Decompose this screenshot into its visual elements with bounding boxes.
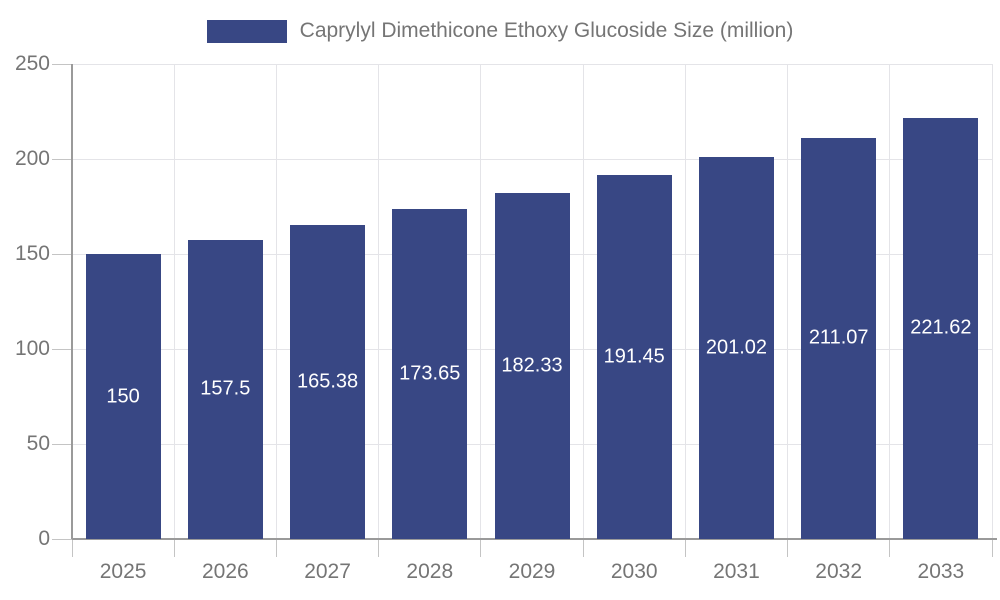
y-tick-label: 200 xyxy=(14,147,50,170)
chart-legend-item[interactable]: Caprylyl Dimethicone Ethoxy Glucoside Si… xyxy=(0,14,1000,48)
x-axis-tick xyxy=(480,539,482,557)
bar-2033 xyxy=(903,117,979,539)
x-tick-label: 2026 xyxy=(201,560,249,583)
legend-label: Caprylyl Dimethicone Ethoxy Glucoside Si… xyxy=(299,19,794,42)
x-axis-tick xyxy=(582,539,584,557)
legend-swatch xyxy=(206,19,287,43)
x-tick-label: 2025 xyxy=(99,560,147,583)
x-gridline xyxy=(991,64,993,539)
y-tick-label: 250 xyxy=(14,52,50,75)
bar-value-label: 211.07 xyxy=(808,326,869,349)
bar-value-label: 182.33 xyxy=(501,354,563,377)
x-gridline xyxy=(378,64,380,539)
bar-2026 xyxy=(187,239,263,539)
y-gridline xyxy=(72,158,992,160)
y-axis-line xyxy=(71,64,73,539)
bar-value-label: 221.62 xyxy=(910,316,972,339)
y-axis-tick xyxy=(52,253,72,255)
y-axis-tick xyxy=(52,538,72,540)
bar-2028 xyxy=(392,209,468,539)
bar-value-label: 201.02 xyxy=(705,336,768,359)
x-axis-tick xyxy=(991,539,993,557)
bar-value-label: 173.65 xyxy=(399,362,461,385)
x-tick-label: 2029 xyxy=(508,560,556,583)
x-tick-label: 2032 xyxy=(815,560,863,583)
x-axis-tick xyxy=(71,539,73,557)
x-gridline xyxy=(173,64,175,539)
x-axis-tick xyxy=(275,539,277,557)
x-axis-tick xyxy=(173,539,175,557)
x-tick-label: 2028 xyxy=(406,560,454,583)
x-gridline xyxy=(582,64,584,539)
y-gridline xyxy=(72,63,992,65)
x-gridline xyxy=(480,64,482,539)
x-gridline xyxy=(787,64,789,539)
bar-value-label: 157.5 xyxy=(200,377,251,400)
x-axis-tick xyxy=(684,539,686,557)
bar-value-label: 191.45 xyxy=(603,345,665,368)
bar-value-label: 150 xyxy=(106,385,140,407)
x-axis-tick xyxy=(889,539,891,557)
y-axis-tick xyxy=(52,63,72,65)
y-tick-label: 100 xyxy=(14,337,50,360)
x-tick-label: 2030 xyxy=(610,560,658,583)
x-tick-label: 2033 xyxy=(917,560,965,583)
bar-2030 xyxy=(596,175,672,539)
bar-2025 xyxy=(85,254,161,539)
x-gridline xyxy=(684,64,686,539)
bar-2032 xyxy=(801,137,877,539)
bar-2031 xyxy=(698,157,774,539)
y-axis-tick xyxy=(52,443,72,445)
y-tick-label: 150 xyxy=(14,242,50,265)
x-tick-label: 2027 xyxy=(304,560,351,583)
x-axis-tick xyxy=(378,539,380,557)
bar-2027 xyxy=(290,224,366,539)
bar-2029 xyxy=(494,192,570,539)
y-tick-label: 0 xyxy=(38,527,50,550)
y-axis-tick xyxy=(52,348,72,350)
x-axis-tick xyxy=(787,539,789,557)
y-tick-label: 50 xyxy=(26,432,50,455)
x-tick-label: 2031 xyxy=(713,560,760,583)
bar-value-label: 165.38 xyxy=(296,370,359,393)
x-gridline xyxy=(889,64,891,539)
x-gridline xyxy=(275,64,277,539)
y-axis-tick xyxy=(52,158,72,160)
